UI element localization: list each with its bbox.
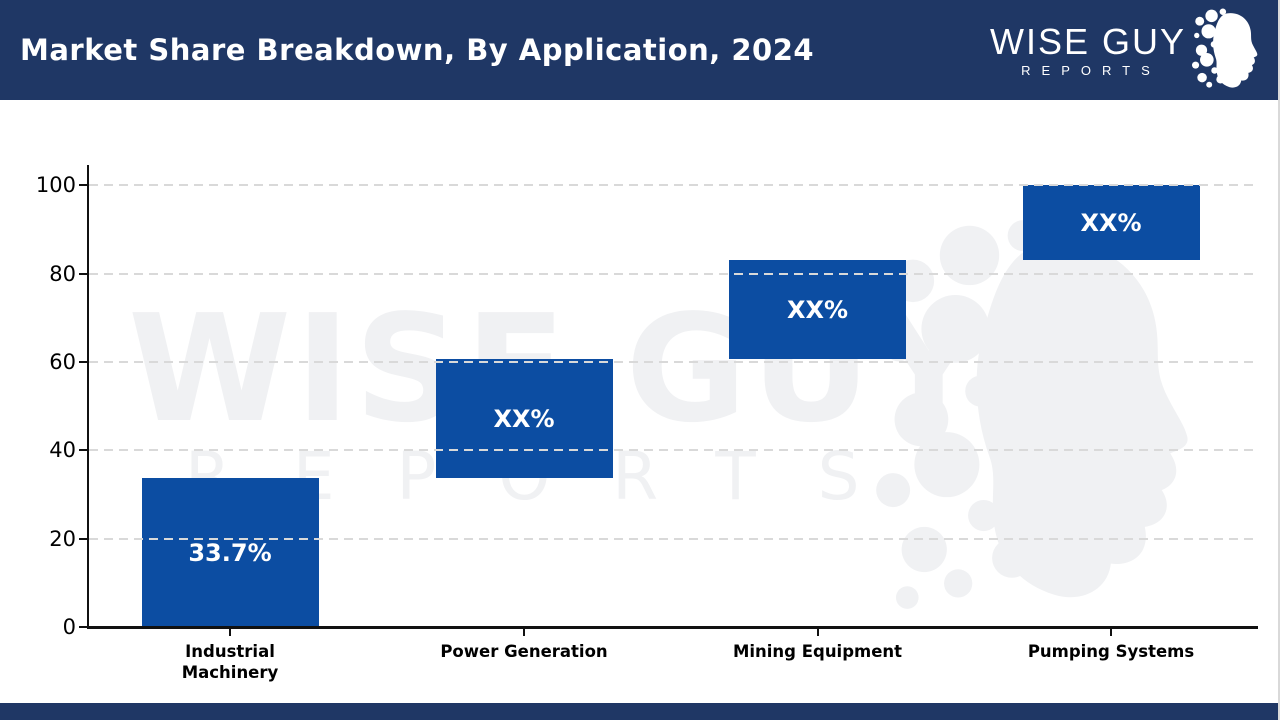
y-tick <box>79 184 87 187</box>
y-tick <box>79 272 87 275</box>
bar-value-label: XX% <box>1080 208 1142 237</box>
y-tick <box>79 626 87 628</box>
logo-head-icon <box>1192 8 1258 88</box>
y-tick-label: 20 <box>49 526 76 551</box>
y-tick-label: 80 <box>49 261 76 286</box>
page-title: Market Share Breakdown, By Application, … <box>20 33 815 67</box>
bar-segment: 33.7% <box>141 478 319 627</box>
y-axis-line <box>87 165 89 629</box>
x-category-label: Mining Equipment <box>732 642 903 661</box>
logo-reports-label: REPORTS <box>1021 62 1161 78</box>
bar-value-label: XX% <box>493 404 555 433</box>
bar-value-label: XX% <box>786 295 849 324</box>
gridline <box>89 449 1258 452</box>
gridline <box>89 184 1258 187</box>
y-tick-label: 60 <box>49 350 76 375</box>
y-tick-label: 100 <box>35 173 76 198</box>
y-tick <box>79 537 87 540</box>
gridline <box>89 537 1258 540</box>
x-tick <box>523 629 525 636</box>
bar-segment: XX% <box>729 260 906 359</box>
x-tick <box>816 629 819 636</box>
logo-text: WISE GUY REPORTS <box>989 20 1186 78</box>
footer-bar <box>0 703 1278 720</box>
header-bar: Market Share Breakdown, By Application, … <box>0 0 1278 100</box>
x-tick <box>1110 629 1112 636</box>
y-tick-label: 40 <box>49 438 76 463</box>
gridline <box>89 272 1258 275</box>
bar-value-label: 33.7% <box>188 538 272 567</box>
x-tick <box>229 629 231 636</box>
wise-guy-logo: WISE GUY REPORTS <box>990 7 1266 93</box>
bar-segment: XX% <box>1022 185 1200 261</box>
x-axis-line <box>87 626 1258 629</box>
y-tick <box>79 449 87 452</box>
bar-segment: XX% <box>435 358 613 479</box>
y-tick-label: 0 <box>62 615 76 639</box>
gridline <box>89 361 1258 364</box>
y-tick <box>79 361 87 364</box>
x-category-label: Power Generation <box>440 642 608 661</box>
logo-wiseguy-label: WISE GUY <box>989 20 1186 62</box>
x-category-label: Industrial Machinery <box>181 642 279 682</box>
x-category-label: Pumping Systems <box>1027 642 1195 661</box>
